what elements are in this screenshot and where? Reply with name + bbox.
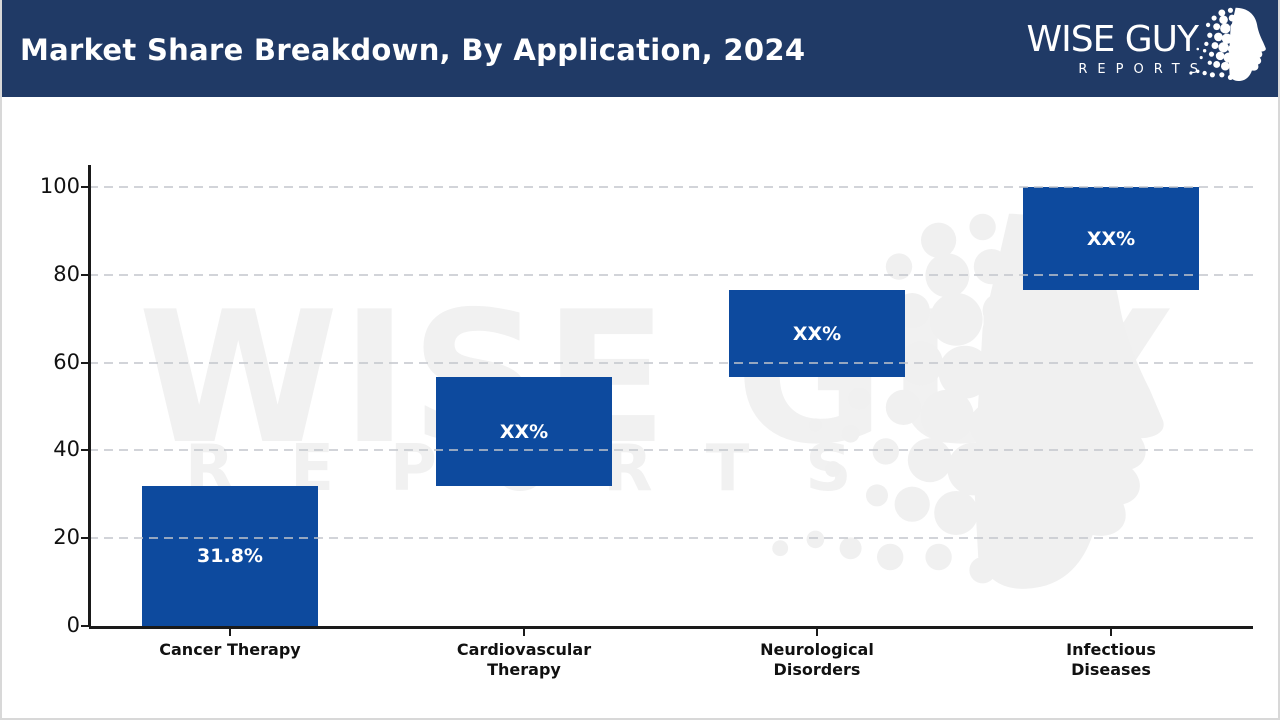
y-tick-label: 100 [39, 174, 80, 198]
y-axis-spine [88, 165, 91, 627]
logo-wordmark: WISE GUY [1026, 19, 1199, 60]
gridline [89, 449, 1253, 452]
x-tick-mark [523, 629, 525, 636]
x-axis-spine [89, 626, 1253, 629]
y-tick-mark [81, 186, 89, 188]
x-tick-mark [816, 629, 818, 636]
bar-value-label: XX% [792, 322, 842, 345]
x-tick-mark [229, 629, 231, 636]
y-tick-mark [81, 537, 89, 540]
gridline [89, 273, 1253, 276]
y-tick-mark [81, 361, 89, 364]
bar: XX% [1023, 187, 1199, 291]
bar: XX% [729, 290, 905, 378]
x-tick-mark [1110, 629, 1112, 636]
bar-value-label: XX% [499, 420, 549, 443]
gridline [89, 537, 1253, 540]
category-label: Neurological Disorders [760, 640, 874, 679]
bar-value-label: XX% [1086, 227, 1136, 250]
y-tick-mark [81, 625, 89, 627]
y-tick-mark [81, 273, 89, 276]
wiseguy-logo-text: WISE GUY REPORTS [1026, 19, 1199, 78]
bar: XX% [436, 377, 612, 487]
y-tick-label: 0 [66, 613, 80, 637]
category-label: Cardiovascular Therapy [456, 640, 592, 679]
y-tick-label: 20 [53, 525, 80, 550]
gridline [89, 361, 1253, 364]
gridline [89, 186, 1253, 188]
y-tick-label: 60 [53, 349, 80, 374]
y-tick-label: 80 [53, 261, 80, 286]
page-title: Market Share Breakdown, By Application, … [20, 33, 806, 67]
bar: 31.8% [142, 486, 318, 626]
category-label: Infectious Diseases [1066, 640, 1156, 679]
logo-subtitle: REPORTS [1078, 62, 1208, 77]
wiseguy-head-icon [1184, 6, 1270, 92]
wiseguy-logo: WISE GUY REPORTS [1016, 4, 1266, 94]
category-label: Cancer Therapy [159, 640, 301, 659]
y-tick-mark [81, 449, 89, 452]
bar-value-label: 31.8% [197, 545, 263, 568]
y-tick-label: 40 [53, 437, 80, 462]
header-bar: Market Share Breakdown, By Application, … [0, 0, 1280, 97]
